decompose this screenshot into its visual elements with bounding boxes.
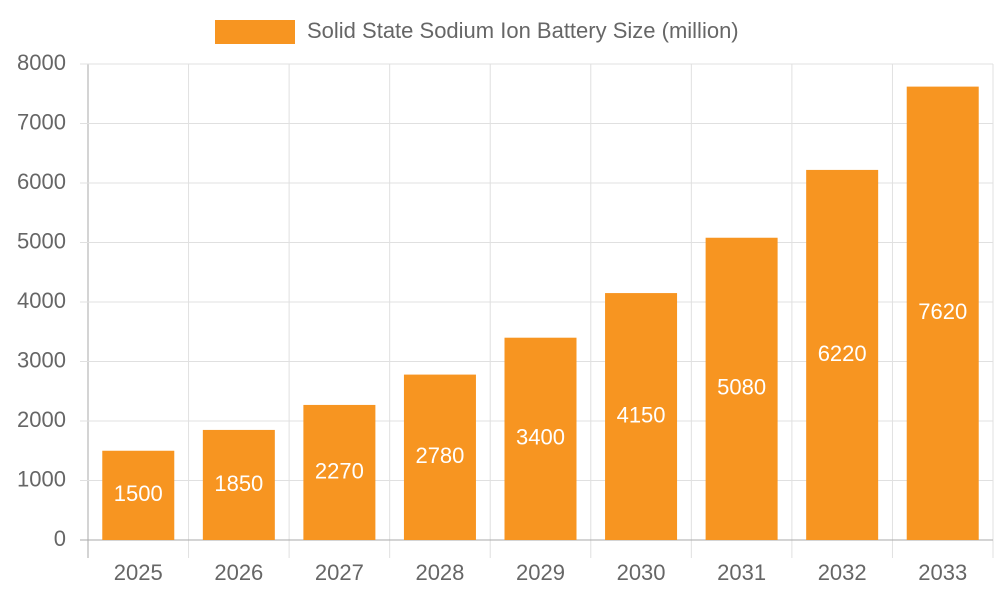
y-tick-label: 2000	[17, 407, 66, 432]
bar	[202, 429, 275, 540]
legend-label: Solid State Sodium Ion Battery Size (mil…	[307, 18, 739, 43]
bar	[806, 169, 879, 540]
x-tick-label: 2028	[415, 560, 464, 585]
y-tick-label: 5000	[17, 228, 66, 253]
x-tick-label: 2027	[315, 560, 364, 585]
data-label: 1850	[214, 471, 263, 496]
data-label: 1500	[114, 481, 163, 506]
bar	[303, 404, 376, 540]
x-tick-label: 2026	[214, 560, 263, 585]
x-tick-label: 2032	[818, 560, 867, 585]
x-tick-label: 2033	[918, 560, 967, 585]
legend-swatch	[215, 20, 295, 44]
x-tick-label: 2030	[617, 560, 666, 585]
bar	[906, 86, 979, 541]
data-label: 3400	[516, 425, 565, 450]
y-tick-label: 7000	[17, 109, 66, 134]
data-label: 2780	[415, 443, 464, 468]
data-label: 5080	[717, 375, 766, 400]
bar	[102, 450, 175, 540]
bar	[605, 293, 678, 540]
x-tick-label: 2029	[516, 560, 565, 585]
y-tick-label: 3000	[17, 347, 66, 372]
y-tick-label: 4000	[17, 288, 66, 313]
y-tick-label: 8000	[17, 50, 66, 75]
y-tick-label: 0	[54, 526, 66, 551]
y-tick-label: 6000	[17, 169, 66, 194]
bar	[705, 237, 778, 541]
data-label: 7620	[918, 299, 967, 324]
x-tick-label: 2025	[114, 560, 163, 585]
y-tick-label: 1000	[17, 466, 66, 491]
bar	[403, 374, 476, 540]
data-label: 6220	[818, 341, 867, 366]
x-tick-label: 2031	[717, 560, 766, 585]
data-label: 2270	[315, 458, 364, 483]
bar	[504, 337, 577, 540]
data-label: 4150	[617, 402, 666, 427]
